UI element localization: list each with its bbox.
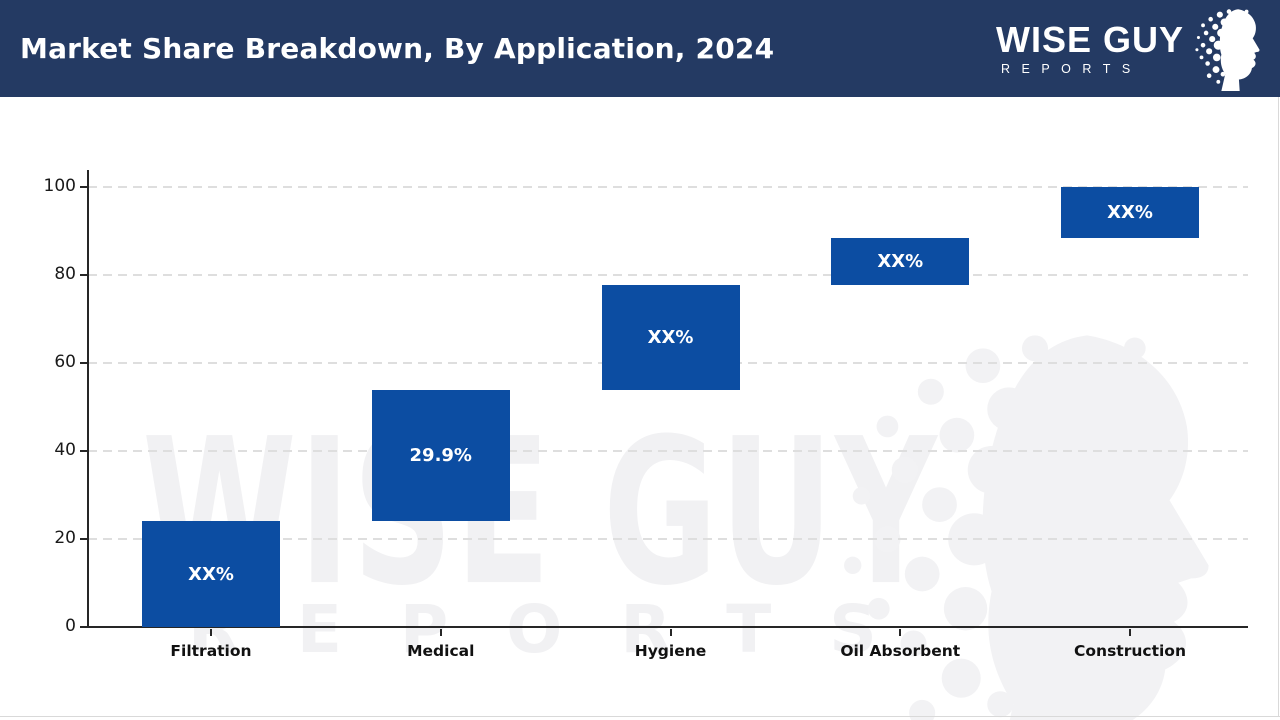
y-axis-tick: [80, 362, 87, 364]
bar: XX%: [1061, 187, 1199, 238]
x-axis-tick: [439, 629, 442, 636]
gridline: [88, 450, 1248, 452]
plot-area: WISE GUY REPORTS 0 20 40 60 80 100 XX% Filtrati…: [0, 97, 1280, 720]
brand-head-icon: [1188, 7, 1270, 91]
y-tick-label: 60: [54, 352, 76, 372]
bar-value-label: XX%: [1107, 201, 1153, 223]
bar-value-label: XX%: [188, 563, 234, 585]
x-tick-label: Hygiene: [634, 642, 707, 660]
gridline: [88, 186, 1248, 188]
page-bottom-border: [0, 716, 1280, 717]
x-axis-tick: [1129, 629, 1131, 636]
brand-subname: REPORTS: [1000, 61, 1142, 76]
y-tick-label: 20: [54, 528, 76, 548]
bar-value-label: XX%: [877, 250, 924, 272]
bar: XX%: [601, 284, 740, 390]
x-tick-label: Medical: [407, 642, 475, 660]
y-axis-tick: [80, 538, 87, 540]
y-axis-tick: [80, 274, 87, 276]
x-tick-label: Filtration: [170, 642, 252, 660]
bar: XX%: [142, 521, 280, 627]
bar-value-label: XX%: [647, 326, 694, 348]
x-axis-line: [87, 626, 1248, 628]
page-title: Market Share Breakdown, By Application, …: [20, 32, 775, 65]
bar-value-label: 29.9%: [409, 445, 472, 467]
y-tick-label: 0: [65, 616, 76, 636]
brand-wordmark: WISE GUY REPORTS: [995, 18, 1184, 76]
watermark-head-icon: [818, 322, 1252, 720]
gridline: [88, 538, 1248, 540]
y-axis-tick: [80, 186, 87, 188]
bar: XX%: [831, 237, 970, 285]
y-tick-label: 80: [54, 264, 76, 284]
page-right-border: [1278, 97, 1279, 717]
gridline: [88, 274, 1248, 276]
x-axis-tick: [899, 629, 902, 636]
x-axis-tick: [669, 629, 672, 636]
x-axis-tick: [210, 629, 212, 636]
y-tick-label: 40: [54, 440, 76, 460]
header: Market Share Breakdown, By Application, …: [0, 0, 1280, 97]
y-tick-label: 100: [43, 176, 76, 196]
brand-logo: WISE GUY REPORTS: [996, 7, 1270, 91]
bar: 29.9%: [371, 389, 510, 522]
y-axis-line: [87, 170, 89, 628]
brand-name: WISE GUY: [995, 18, 1184, 60]
y-axis-tick: [80, 450, 87, 452]
x-tick-label: Construction: [1074, 642, 1186, 660]
watermark-subword: REPORTS: [188, 591, 935, 668]
x-tick-label: Oil Absorbent: [840, 642, 961, 660]
y-axis-tick: [80, 626, 87, 628]
